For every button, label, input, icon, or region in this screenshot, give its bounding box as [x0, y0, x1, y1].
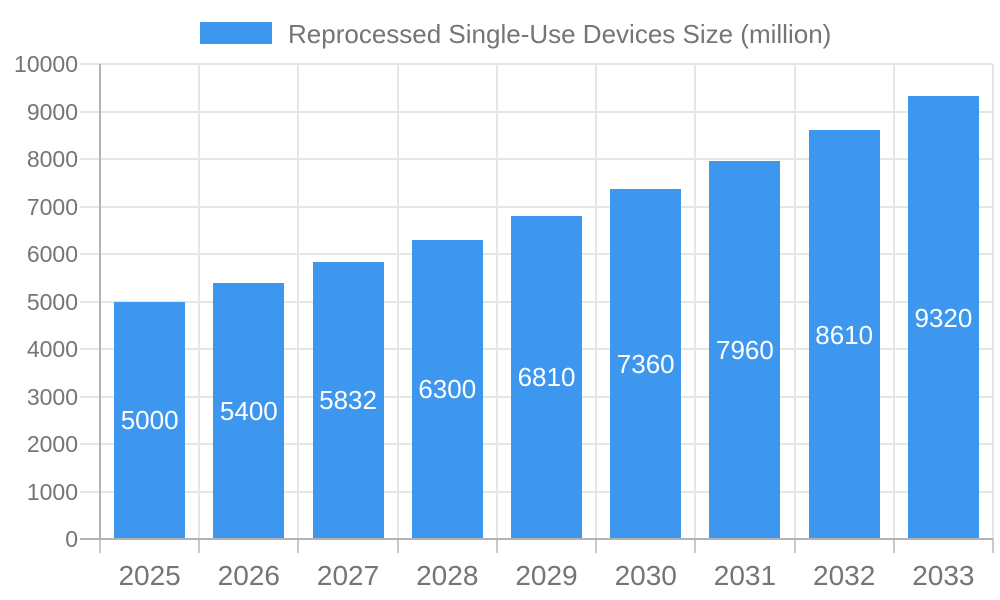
- y-axis-label: 4000: [26, 336, 78, 362]
- y-gridline: [80, 63, 993, 65]
- bar[interactable]: [610, 189, 682, 539]
- y-axis-label: 2000: [26, 431, 78, 457]
- bar-value-label: 7360: [616, 349, 675, 380]
- x-gridline: [595, 64, 598, 539]
- legend-swatch-icon: [200, 22, 272, 44]
- y-axis-label: 3000: [26, 383, 78, 410]
- y-axis-label: 8000: [26, 146, 78, 172]
- bar[interactable]: [312, 261, 384, 539]
- bar-value-label: 8610: [815, 319, 874, 350]
- bar-value-label: 7960: [716, 334, 774, 365]
- x-axis-label: 2025: [118, 560, 181, 591]
- y-axis-label: 10000: [14, 51, 78, 77]
- x-axis-tick: [892, 539, 895, 553]
- bar[interactable]: [907, 96, 979, 539]
- legend-label: Reprocessed Single-Use Devices Size (mil…: [288, 19, 832, 49]
- x-gridline: [297, 64, 300, 539]
- x-axis-tick: [99, 539, 101, 553]
- x-axis-baseline: [80, 538, 993, 540]
- x-gridline: [495, 64, 498, 539]
- bar-value-label: 9320: [914, 302, 973, 333]
- x-gridline: [198, 64, 201, 539]
- x-axis-tick: [595, 539, 598, 553]
- bar[interactable]: [709, 160, 781, 539]
- bar-value-label: 6810: [517, 362, 576, 393]
- x-axis-label: 2029: [515, 560, 578, 591]
- bar[interactable]: [213, 282, 285, 539]
- bar-value-label: 5832: [319, 385, 377, 416]
- bar[interactable]: [808, 130, 880, 539]
- x-axis-tick: [793, 539, 796, 553]
- x-axis-tick: [396, 539, 399, 553]
- y-gridline: [80, 158, 993, 160]
- x-axis-label: 2031: [713, 560, 777, 591]
- x-axis-tick: [992, 539, 994, 553]
- x-axis-label: 2027: [316, 560, 380, 591]
- x-axis-tick: [495, 539, 498, 553]
- bar[interactable]: [511, 215, 582, 539]
- bar[interactable]: [114, 301, 186, 539]
- y-axis-label: 6000: [26, 241, 78, 267]
- y-axis-line: [99, 64, 101, 539]
- bar-value-label: 5000: [120, 405, 179, 436]
- y-axis-label: 1000: [26, 478, 78, 505]
- x-gridline: [396, 64, 399, 539]
- x-gridline: [992, 64, 994, 539]
- bar-value-label: 6300: [418, 374, 477, 405]
- x-axis-label: 2026: [217, 560, 280, 591]
- x-axis-label: 2028: [416, 560, 479, 591]
- x-axis-tick: [694, 539, 697, 553]
- bar-value-label: 5400: [219, 395, 278, 426]
- y-axis-label: 5000: [26, 288, 78, 315]
- x-axis-label: 2032: [813, 560, 876, 591]
- x-axis-tick: [297, 539, 300, 553]
- x-gridline: [694, 64, 697, 539]
- y-axis-label: 7000: [26, 193, 78, 220]
- y-axis-label: 9000: [26, 98, 78, 125]
- x-gridline: [793, 64, 796, 539]
- bar[interactable]: [411, 239, 483, 539]
- x-axis-label: 2033: [912, 560, 975, 591]
- x-axis-tick: [198, 539, 201, 553]
- y-axis-label: 0: [65, 526, 78, 552]
- x-axis-label: 2030: [614, 560, 677, 591]
- y-gridline: [80, 205, 993, 208]
- x-gridline: [892, 64, 895, 539]
- y-gridline: [80, 110, 993, 113]
